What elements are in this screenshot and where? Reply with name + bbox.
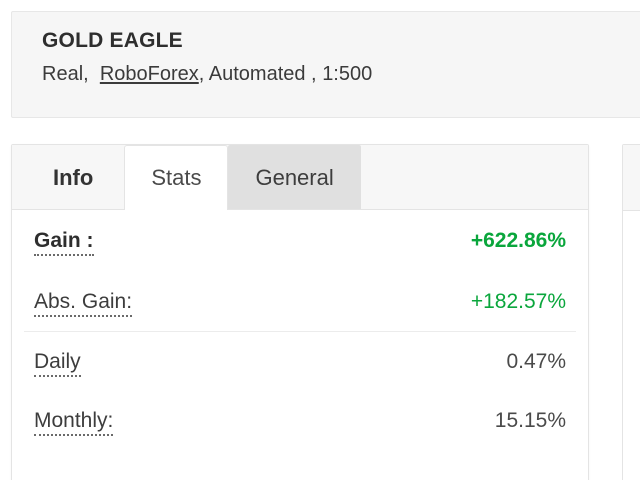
account-leverage: 1:500 bbox=[322, 63, 373, 85]
stat-value-abs-gain: +182.57% bbox=[470, 289, 566, 313]
account-name: GOLD EAGLE bbox=[42, 29, 183, 52]
stats-group-gain: Gain : +622.86% Abs. Gain: +182.57% bbox=[24, 210, 576, 331]
account-details: Real, RoboForex, Automated , 1:500 bbox=[42, 60, 640, 88]
broker-link[interactable]: RoboForex bbox=[99, 63, 199, 85]
tab-stats-label: Stats bbox=[151, 164, 202, 190]
stat-label-daily[interactable]: Daily bbox=[34, 349, 81, 377]
tab-general-label: General bbox=[255, 164, 334, 190]
stats-body: Gain : +622.86% Abs. Gain: +182.57% Dail… bbox=[12, 210, 588, 450]
adjacent-panel-tab-bar bbox=[623, 145, 640, 211]
stat-row-abs-gain: Abs. Gain: +182.57% bbox=[24, 272, 576, 331]
stat-value-daily: 0.47% bbox=[506, 349, 566, 373]
stat-label-abs-gain-text: Abs. Gain: bbox=[34, 289, 133, 317]
tab-info[interactable]: Info bbox=[22, 145, 124, 209]
stat-label-daily-text: Daily bbox=[34, 349, 81, 377]
stat-label-monthly-text: Monthly: bbox=[34, 408, 114, 436]
stat-label-gain-text: Gain : bbox=[34, 229, 94, 256]
stat-row-monthly: Monthly: 15.15% bbox=[24, 391, 576, 450]
stats-card: Info Stats General Gain : +622.86% bbox=[11, 144, 589, 480]
stats-group-periodic: Daily 0.47% Monthly: 15.15% bbox=[24, 331, 576, 450]
adjacent-panel bbox=[622, 144, 640, 480]
stat-row-daily: Daily 0.47% bbox=[24, 332, 576, 391]
tab-bar: Info Stats General bbox=[12, 145, 588, 210]
account-header-card: GOLD EAGLE Real, RoboForex, Automated , … bbox=[11, 11, 640, 118]
tab-info-label: Info bbox=[53, 164, 94, 190]
stat-value-monthly: 15.15% bbox=[494, 408, 566, 432]
stat-label-gain[interactable]: Gain : bbox=[34, 229, 94, 256]
account-type: Real, bbox=[42, 63, 89, 85]
tab-general[interactable]: General bbox=[228, 145, 361, 209]
stat-row-gain: Gain : +622.86% bbox=[24, 210, 576, 272]
stat-label-monthly[interactable]: Monthly: bbox=[34, 408, 114, 436]
stat-label-abs-gain[interactable]: Abs. Gain: bbox=[34, 289, 133, 317]
tab-stats[interactable]: Stats bbox=[124, 145, 229, 210]
account-trading-mode: , Automated , bbox=[198, 63, 323, 85]
stat-value-gain: +622.86% bbox=[470, 229, 566, 252]
